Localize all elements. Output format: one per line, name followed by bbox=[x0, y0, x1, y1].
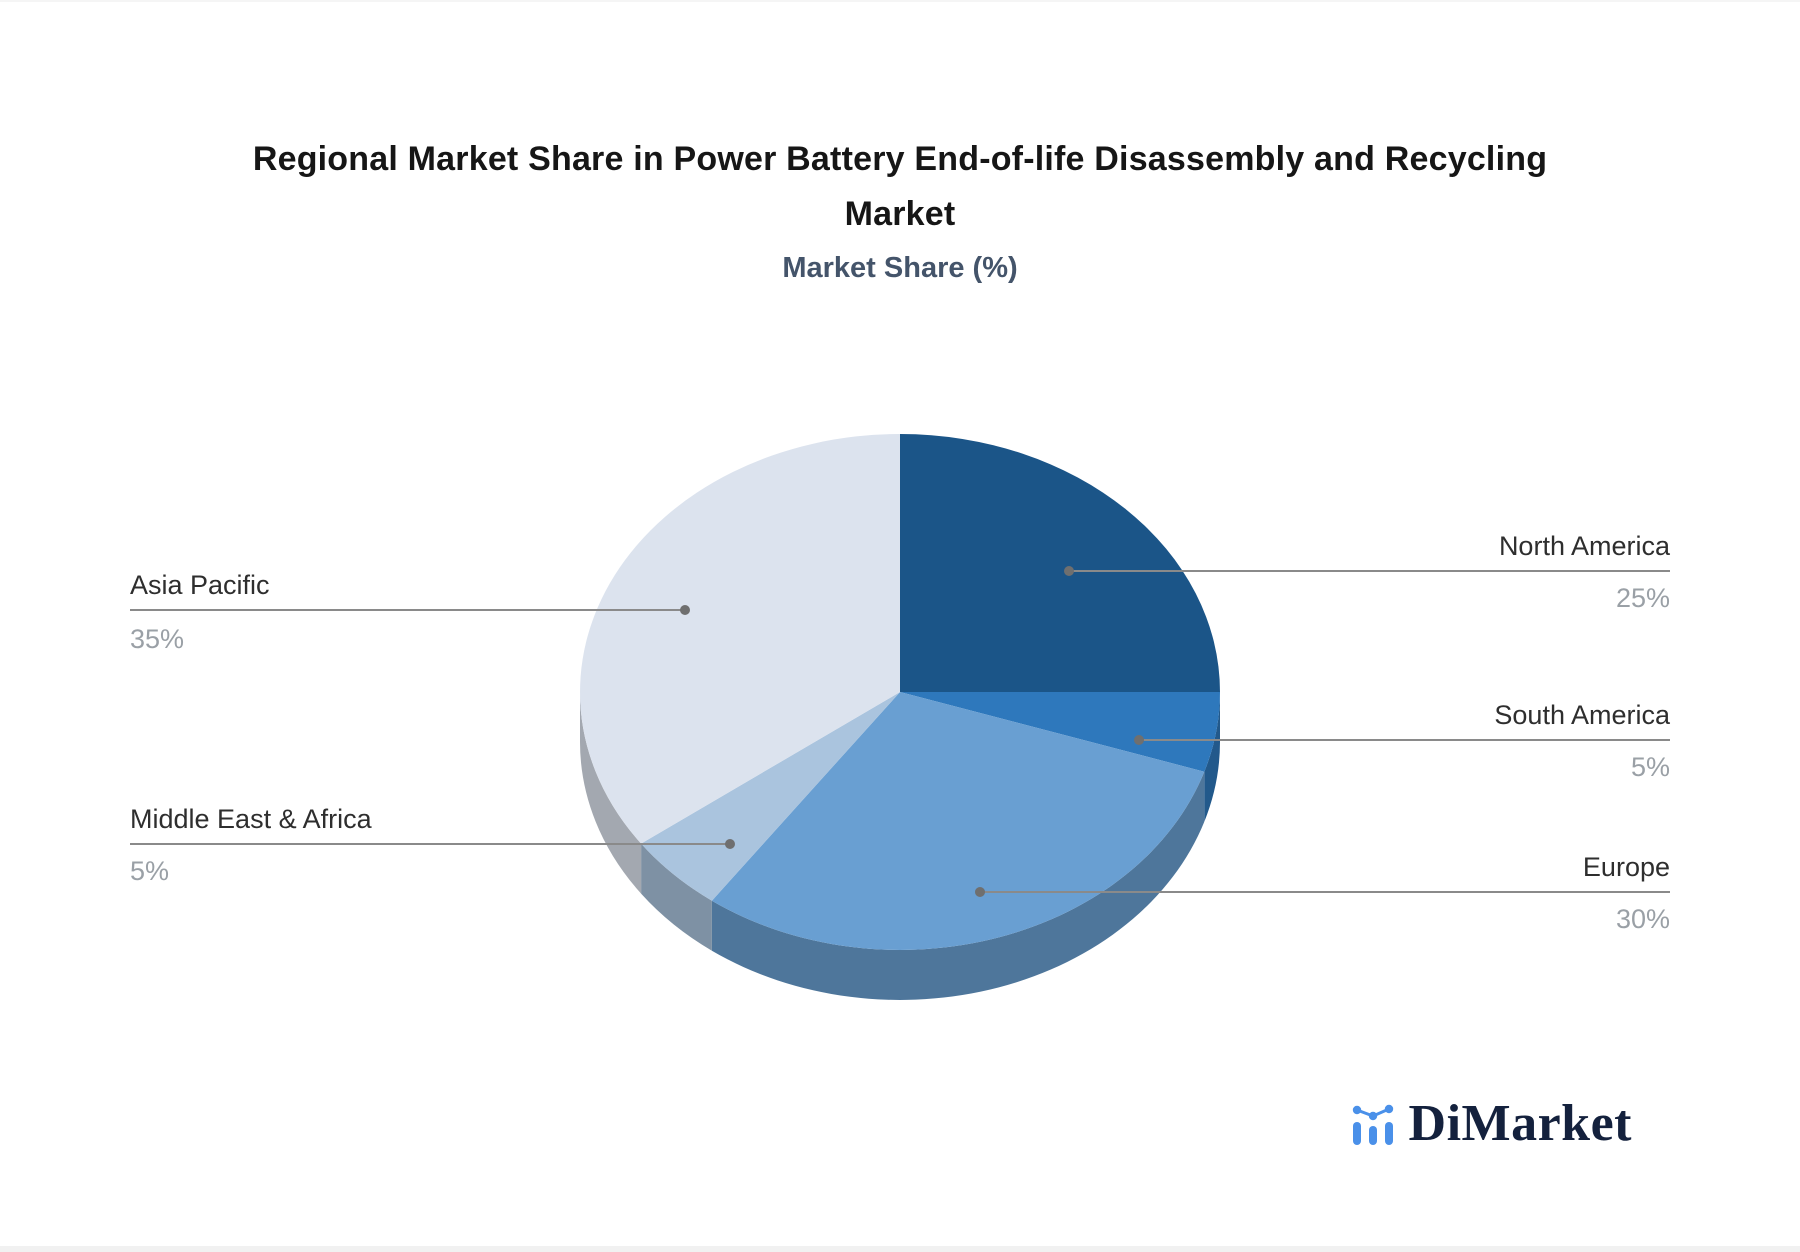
pie-slice-asia-pacific[interactable] bbox=[580, 434, 900, 844]
callout-label-asia-pacific: Asia Pacific bbox=[130, 570, 270, 600]
callout-label-north-america: North America bbox=[1498, 531, 1670, 561]
callout-value-south-america: 5% bbox=[1630, 752, 1670, 782]
leader-dot-asia-pacific bbox=[680, 605, 690, 615]
chart-subtitle: Market Share (%) bbox=[782, 252, 1018, 284]
pie-slice-depth-europe bbox=[711, 771, 1205, 1000]
callout-label-middle-east-africa: Middle East & Africa bbox=[130, 804, 372, 834]
leader-dot-south-america bbox=[1134, 735, 1144, 745]
callout-label-europe: Europe bbox=[1582, 852, 1670, 882]
chart-title: Regional Market Share in Power Battery E… bbox=[120, 132, 1680, 242]
chart-title-line1: Regional Market Share in Power Battery E… bbox=[252, 140, 1548, 178]
callout-value-asia-pacific: 35% bbox=[130, 624, 185, 654]
pie-slice-middle-east-africa[interactable] bbox=[641, 692, 900, 901]
pie-slice-depth-south-america bbox=[1204, 692, 1220, 822]
leader-dot-north-america bbox=[1064, 566, 1074, 576]
bar-line-chart-icon bbox=[1352, 1104, 1393, 1145]
callout-value-north-america: 25% bbox=[1615, 583, 1670, 613]
chart-title-line2: Market bbox=[844, 195, 956, 233]
brand-name: DiMarket bbox=[1408, 1095, 1632, 1152]
callout-label-south-america: South America bbox=[1494, 700, 1670, 730]
brand-logo: DiMarket bbox=[1350, 1098, 1632, 1150]
callout-value-middle-east-africa: 5% bbox=[130, 856, 170, 886]
pie-slice-depth-middle-east-africa bbox=[641, 843, 712, 951]
pie-slice-europe[interactable] bbox=[711, 692, 1205, 950]
leader-dot-europe bbox=[975, 887, 985, 897]
callout-value-europe: 30% bbox=[1615, 904, 1670, 934]
leader-dot-middle-east-africa bbox=[725, 839, 735, 849]
pie-slice-south-america[interactable] bbox=[900, 692, 1220, 772]
pie-slice-north-america[interactable] bbox=[900, 434, 1220, 692]
